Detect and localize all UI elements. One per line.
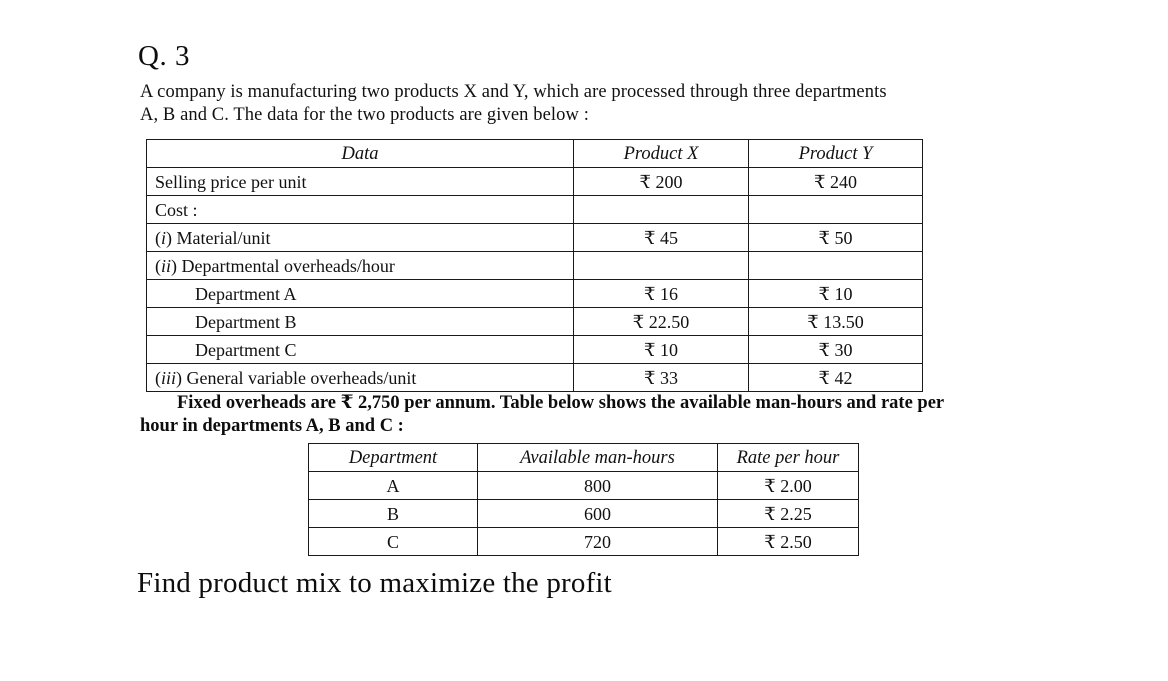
table-header-row: Data Product X Product Y — [146, 139, 923, 168]
table-row: C 720 ₹ 2.50 — [308, 527, 859, 556]
intro-line-1: A company is manufacturing two products … — [140, 82, 887, 102]
cell-product-x — [573, 251, 749, 280]
cell-department: B — [308, 499, 478, 528]
cell-product-x: ₹ 22.50 — [573, 307, 749, 336]
cell-man-hours: 600 — [477, 499, 718, 528]
cell-product-y — [748, 251, 923, 280]
cell-product-x: ₹ 10 — [573, 335, 749, 364]
row-label-text: ) Departmental overheads/hour — [171, 255, 395, 276]
row-label: Department C — [146, 335, 574, 364]
column-header-product-y: Product Y — [748, 139, 923, 168]
column-header-data: Data — [146, 139, 574, 168]
question-number-heading: Q. 3 — [138, 40, 190, 72]
row-label-text: ) General variable overheads/unit — [176, 367, 417, 388]
table-row: Department B ₹ 22.50 ₹ 13.50 — [146, 307, 923, 336]
table-row: Department A ₹ 16 ₹ 10 — [146, 279, 923, 308]
table-row: B 600 ₹ 2.25 — [308, 499, 859, 528]
cell-department: A — [308, 471, 478, 500]
column-header-rate-per-hour: Rate per hour — [717, 443, 859, 472]
table-row: Selling price per unit ₹ 200 ₹ 240 — [146, 167, 923, 196]
cell-department: C — [308, 527, 478, 556]
cell-product-x — [573, 195, 749, 224]
cell-product-y: ₹ 50 — [748, 223, 923, 252]
product-data-table: Data Product X Product Y Selling price p… — [146, 139, 923, 392]
department-capacity-table: Department Available man-hours Rate per … — [308, 443, 859, 556]
cell-rate: ₹ 2.50 — [717, 527, 859, 556]
intro-paragraph: A company is manufacturing two products … — [140, 81, 1030, 126]
fixed-overheads-line-2: hour in departments A, B and C : — [140, 415, 404, 436]
cell-product-y: ₹ 30 — [748, 335, 923, 364]
cell-man-hours: 720 — [477, 527, 718, 556]
row-label: (i) Material/unit — [146, 223, 574, 252]
row-label: Department B — [146, 307, 574, 336]
cell-man-hours: 800 — [477, 471, 718, 500]
roman-numeral: iii — [161, 367, 177, 388]
cell-product-y — [748, 195, 923, 224]
cell-product-x: ₹ 16 — [573, 279, 749, 308]
cell-product-x: ₹ 45 — [573, 223, 749, 252]
cell-rate: ₹ 2.00 — [717, 471, 859, 500]
column-header-product-x: Product X — [573, 139, 749, 168]
row-label-text: ) Material/unit — [166, 227, 271, 248]
roman-numeral: ii — [161, 255, 172, 276]
table-row: Cost : — [146, 195, 923, 224]
table-row: Department C ₹ 10 ₹ 30 — [146, 335, 923, 364]
table-row: (ii) Departmental overheads/hour — [146, 251, 923, 280]
roman-numeral: i — [161, 227, 167, 248]
row-label: Cost : — [146, 195, 574, 224]
cell-rate: ₹ 2.25 — [717, 499, 859, 528]
cell-product-y: ₹ 10 — [748, 279, 923, 308]
cell-product-x: ₹ 33 — [573, 363, 749, 392]
table-header-row: Department Available man-hours Rate per … — [308, 443, 859, 472]
column-header-department: Department — [308, 443, 478, 472]
row-label: Department A — [146, 279, 574, 308]
cell-product-y: ₹ 42 — [748, 363, 923, 392]
table-row: (iii) General variable overheads/unit ₹ … — [146, 363, 923, 392]
cell-product-y: ₹ 13.50 — [748, 307, 923, 336]
fixed-overheads-paragraph: Fixed overheads are ₹ 2,750 per annum. T… — [140, 392, 1040, 437]
intro-line-2: A, B and C. The data for the two product… — [140, 104, 589, 125]
row-label: (iii) General variable overheads/unit — [146, 363, 574, 392]
cell-product-x: ₹ 200 — [573, 167, 749, 196]
table-row: A 800 ₹ 2.00 — [308, 471, 859, 500]
table-row: (i) Material/unit ₹ 45 ₹ 50 — [146, 223, 923, 252]
task-prompt: Find product mix to maximize the profit — [137, 567, 612, 599]
column-header-available-man-hours: Available man-hours — [477, 443, 718, 472]
cell-product-y: ₹ 240 — [748, 167, 923, 196]
row-label: (ii) Departmental overheads/hour — [146, 251, 574, 280]
row-label: Selling price per unit — [146, 167, 574, 196]
fixed-overheads-line-1: Fixed overheads are ₹ 2,750 per annum. T… — [177, 393, 945, 413]
